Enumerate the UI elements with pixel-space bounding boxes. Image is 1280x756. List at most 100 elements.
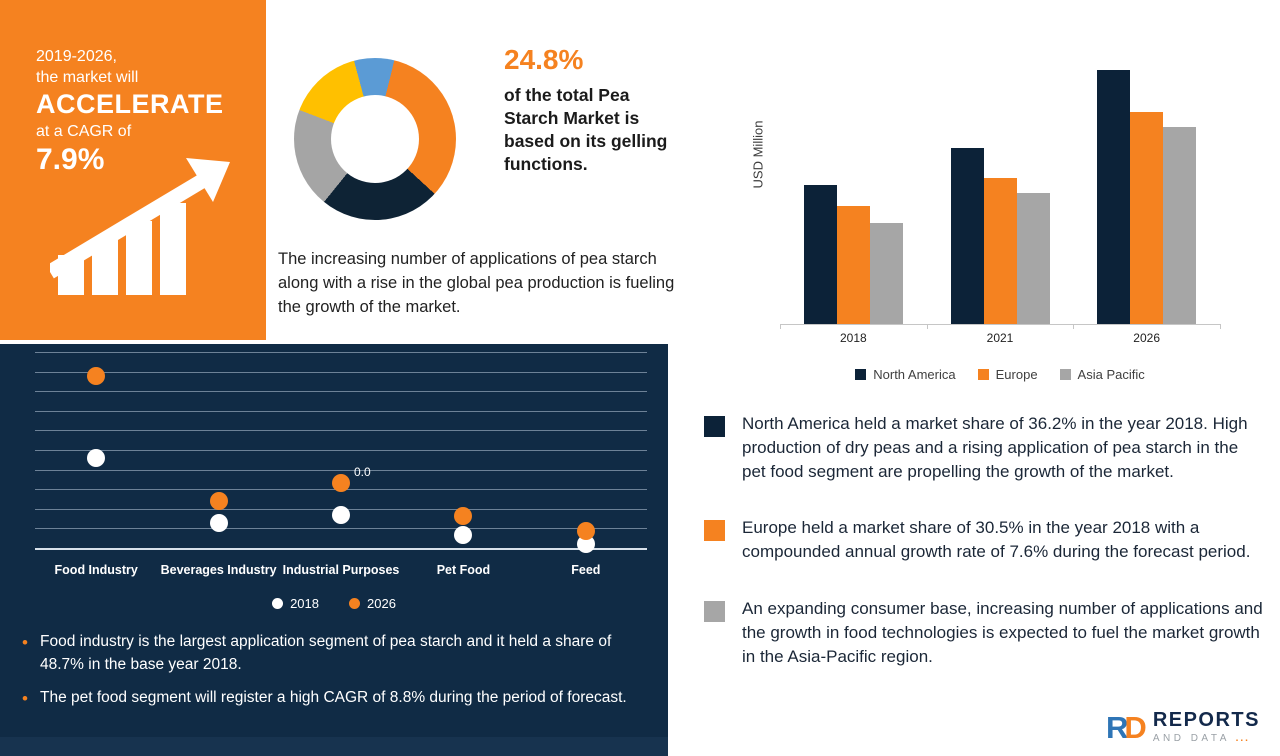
dot-2026-pet-food [454,506,473,525]
gridline [35,528,647,530]
category-label: Pet Food [436,563,491,577]
dot-2018-food-industry [87,448,106,467]
logo-letter-r: R [1106,709,1128,745]
highlight-cagr-value: 7.9% [36,143,105,176]
logo-text: REPORTS AND DATA ... [1153,710,1260,744]
takeaway-text: Europe held a market share of 30.5% in t… [742,518,1251,562]
legend-swatch [349,598,360,609]
takeaway-swatch [704,600,725,622]
legend-item-2026: 2026 [349,596,396,611]
highlight-period: 2019-2026, [36,48,117,65]
donut-chart [294,58,456,220]
market-growth-paragraph: The increasing number of applications of… [278,250,675,316]
footer-strip [0,737,668,756]
dot-2026-beverages-industry [209,491,228,510]
bar-north-america-2018 [803,184,837,324]
legend-label: North America [873,367,956,382]
gridline [35,450,647,451]
bar-north-america-2026 [1097,70,1131,324]
gridline [35,391,647,393]
regional-takeaways: North America held a market share of 36.… [704,412,1266,668]
axis-category-label: 2026 [1133,331,1161,345]
legend-item-2018: 2018 [272,596,319,611]
bar-north-america-2021 [950,147,984,324]
legend-swatch [272,598,284,609]
gridline [35,410,647,412]
logo-brand-top: REPORTS [1152,709,1260,731]
takeaway-item: An expanding consumer base, increasing n… [704,597,1266,668]
application-dot-chart: 0.0 [35,352,647,554]
growth-arrow-icon [50,158,230,295]
axis-tick [1073,324,1075,329]
gelling-functions-section: 24.8% of the total Pea Starch Market is … [266,0,674,340]
cagr-highlight-panel: 2019-2026, the market will ACCELERATE at… [0,0,266,340]
dot-2018-beverages-industry [209,513,228,532]
highlight-accelerate: ACCELERATE [36,89,224,119]
category-label: Industrial Purposes [282,563,400,577]
category-label: Food Industry [54,563,138,577]
application-segment-section: 0.0 Food Industry Beverages Industry Indus… [0,344,668,756]
reports-and-data-logo-icon: RD [1106,709,1147,745]
logo-brand-bottom-text: AND DATA [1152,733,1230,744]
legend-label: Europe [995,367,1038,382]
dot-chart-category-axis: Food Industry Beverages Industry Industria… [35,563,647,577]
dot-2026-industrial-purposes [332,474,350,493]
legend-swatch [1059,369,1071,380]
dot-2018-feed [576,535,595,554]
gelling-callout: 24.8% of the total Pea Starch Market is … [504,44,680,176]
dot-2026-feed [576,522,595,541]
dot-chart-legend: 2018 2026 [0,596,668,611]
axis-category-label: 2018 [839,331,867,345]
reports-and-data-logo: RD REPORTS AND DATA ... [1106,710,1260,744]
legend-label: 2018 [290,596,319,611]
dot-2026-food-industry [87,366,106,385]
bar-asia-pacific-2021 [1016,192,1050,324]
category-label: Feed [571,563,601,577]
bar-asia-pacific-2026 [1163,127,1197,324]
dot-2018-industrial-purposes [332,505,350,524]
bar-europe-2018 [836,206,870,324]
gridline [35,352,647,353]
bar-chart-y-axis-label: USD Million [750,120,766,189]
data-label: 0.0 [354,465,371,480]
bullet-item: The pet food segment will register a hig… [22,686,654,712]
axis-tick [926,324,928,329]
takeaway-swatch [704,520,725,542]
takeaway-item: Europe held a market share of 30.5% in t… [704,516,1266,564]
takeaway-text: North America held a market share of 36.… [742,414,1248,481]
gridline [35,371,647,373]
legend-item-europe: Europe [977,367,1038,382]
bar-europe-2026 [1130,112,1164,324]
takeaway-text: An expanding consumer base, increasing n… [742,598,1263,666]
gelling-description: of the total Pea Starch Market is based … [504,85,668,175]
logo-dots: ... [1235,733,1250,744]
regional-analysis-section: USD Million 2018 2021 2026 North America Eu… [680,0,1280,756]
application-bullet-list: Food industry is the largest application… [22,630,654,718]
legend-item-north-america: North America [855,367,956,382]
logo-brand-bottom: AND DATA ... [1153,733,1260,744]
gelling-percent: 24.8% [504,44,584,75]
axis-tick [780,324,781,329]
dot-2018-pet-food [454,526,473,545]
axis-tick [1220,324,1221,329]
legend-item-asia-pacific: Asia Pacific [1059,367,1145,382]
logo-letter-d: D [1124,709,1146,745]
legend-swatch [855,369,867,380]
highlight-line2: the market will [36,69,139,86]
takeaway-swatch [704,416,725,437]
legend-label: Asia Pacific [1077,367,1145,382]
bar-chart-legend: North America Europe Asia Pacific [780,367,1220,382]
gridline [35,430,647,432]
category-label: Beverages Industry [160,563,277,577]
bar-asia-pacific-2018 [869,223,903,324]
takeaway-item: North America held a market share of 36.… [704,412,1266,483]
gridline [35,469,647,471]
bullet-item: Food industry is the largest application… [22,630,654,677]
regional-bar-chart: 2018 2021 2026 [780,40,1221,345]
highlight-line3: at a CAGR of [36,123,132,140]
bar-europe-2021 [983,178,1017,324]
axis-category-label: 2021 [986,331,1014,345]
legend-swatch [977,369,989,380]
legend-label: 2026 [367,596,396,611]
